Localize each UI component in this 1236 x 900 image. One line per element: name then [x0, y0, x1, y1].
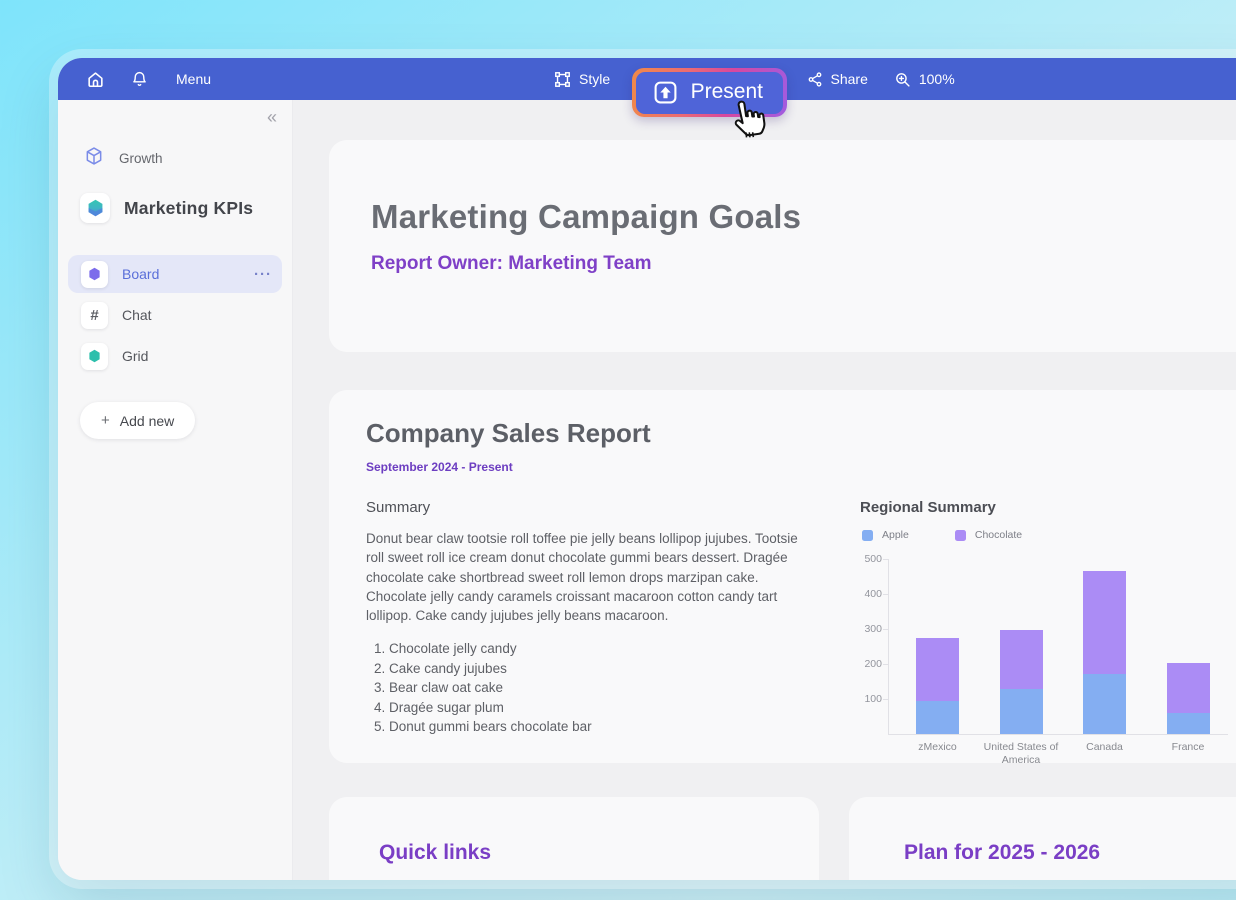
style-label: Style — [579, 71, 611, 87]
summary-list-item: Bear claw oat cake — [389, 680, 798, 695]
sidebar-item-chat[interactable]: # Chat — [68, 296, 282, 334]
y-axis-tick-label: 500 — [864, 553, 882, 565]
x-axis-category-label: United States of America — [983, 741, 1059, 767]
add-new-button[interactable]: + Add new — [80, 402, 196, 439]
y-axis-tick-mark — [883, 663, 889, 665]
share-icon — [807, 71, 823, 88]
top-bar: Menu Style — [58, 58, 1236, 117]
board-hexagon-icon — [81, 260, 108, 288]
x-axis-category-label: France — [1171, 741, 1205, 753]
summary-list-item: Chocolate jelly candy — [389, 641, 798, 656]
y-axis-tick-label: 100 — [864, 693, 882, 705]
sidebar-nav: Board ··· # Chat Grid — [58, 255, 292, 375]
plan-card[interactable]: Plan for 2025 - 2026 — [849, 797, 1236, 880]
bar-segment-apple — [1083, 673, 1126, 734]
menu-button[interactable]: Menu — [176, 71, 212, 87]
sidebar-item-label: Board — [122, 266, 160, 282]
doc-hexagon-icon — [80, 193, 110, 223]
x-axis-category-label: Canada — [1086, 741, 1123, 753]
y-axis-tick-label: 400 — [864, 588, 882, 600]
notifications-bell-icon[interactable] — [131, 70, 148, 88]
hero-card[interactable]: Marketing Campaign Goals Report Owner: M… — [329, 140, 1236, 352]
sidebar-item-board[interactable]: Board ··· — [68, 255, 282, 293]
plan-title: Plan for 2025 - 2026 — [904, 841, 1101, 864]
legend-label: Chocolate — [974, 529, 1023, 541]
board-more-options-icon[interactable]: ··· — [254, 265, 272, 283]
quick-links-title: Quick links — [379, 841, 492, 864]
board-canvas: Marketing Campaign Goals Report Owner: M… — [294, 100, 1236, 880]
summary-paragraph: Donut bear claw tootsie roll toffee pie … — [366, 531, 798, 624]
zoom-level: 100% — [918, 71, 955, 87]
sidebar-item-label: Grid — [122, 348, 149, 364]
sidebar-doc-title[interactable]: Marketing KPIs — [80, 193, 292, 223]
y-axis-tick-mark — [883, 558, 889, 560]
present-label: Present — [690, 80, 763, 103]
chart-legend: Apple Chocolate — [862, 529, 1236, 541]
y-axis-tick-mark — [883, 593, 889, 595]
grid-hexagon-icon — [81, 342, 108, 370]
doc-title-label: Marketing KPIs — [124, 197, 254, 218]
bar-segment-chocolate — [1083, 571, 1126, 674]
bar-segment-chocolate — [999, 630, 1043, 689]
bar-segment-chocolate — [916, 637, 959, 701]
home-icon[interactable] — [86, 70, 105, 89]
present-button[interactable]: Present — [635, 71, 783, 114]
zoom-magnifier-icon — [894, 71, 911, 88]
style-frame-icon — [554, 71, 571, 88]
report-title: Company Sales Report — [366, 418, 651, 448]
present-button-highlight: Present — [632, 68, 787, 117]
sidebar-workspace-growth[interactable]: Growth — [84, 146, 292, 171]
page-title: Marketing Campaign Goals — [371, 198, 802, 235]
sidebar-item-label: Chat — [122, 307, 152, 323]
present-icon — [653, 80, 678, 105]
topbar-center-controls: Style Present — [554, 58, 955, 117]
quick-links-card[interactable]: Quick links — [329, 797, 819, 880]
legend-label: Apple — [882, 529, 909, 541]
chart-plot: 100 200 300 400 500 zMexico United States of A… — [864, 553, 1228, 766]
y-axis-tick-label: 200 — [864, 658, 882, 670]
workspace-label: Growth — [119, 151, 163, 166]
chat-hash-icon: # — [81, 301, 108, 329]
share-button[interactable]: Share — [807, 58, 868, 100]
bar-segment-apple — [1166, 713, 1210, 734]
summary-heading: Summary — [366, 499, 431, 516]
zoom-control[interactable]: 100% — [894, 58, 955, 100]
x-axis-category-label: zMexico — [918, 741, 957, 753]
y-axis-tick-mark — [883, 698, 889, 700]
legend-swatch — [954, 529, 966, 541]
sales-report-card[interactable]: Company Sales Report September 2024 - Pr… — [329, 390, 1236, 766]
chart-title: Regional Summary — [860, 499, 996, 516]
legend-item-chocolate[interactable]: Chocolate — [954, 529, 1023, 541]
legend-item-apple[interactable]: Apple — [862, 529, 909, 541]
plus-icon: + — [101, 412, 110, 429]
report-date-range: September 2024 - Present — [366, 460, 513, 474]
sidebar-item-grid[interactable]: Grid — [68, 337, 282, 375]
cube-icon — [84, 146, 104, 171]
bar-segment-apple — [916, 700, 959, 734]
summary-list-item: Cake candy jujubes — [389, 661, 798, 676]
summary-column: Summary Donut bear claw tootsie roll tof… — [366, 499, 798, 764]
chart-area: 100 200 300 400 500 zMexico United States of A… — [860, 553, 1236, 766]
legend-swatch — [862, 529, 873, 541]
bar-segment-chocolate — [1166, 662, 1210, 713]
add-new-label: Add new — [119, 412, 175, 429]
bar-segment-apple — [999, 688, 1043, 734]
sidebar-collapse-icon[interactable]: « — [266, 107, 277, 127]
summary-list-item: Dragée sugar plum — [389, 700, 798, 715]
chart-column: Regional Summary Apple Chocolate 100 200 30… — [860, 499, 1236, 766]
share-label: Share — [830, 71, 868, 87]
summary-list-item: Donut gummi bears chocolate bar — [389, 719, 798, 734]
y-axis-tick-mark — [883, 628, 889, 630]
style-button[interactable]: Style — [554, 58, 610, 100]
summary-list: Chocolate jelly candy Cake candy jujubes B… — [366, 641, 798, 734]
y-axis-tick-label: 300 — [864, 623, 882, 635]
report-owner-subtitle: Report Owner: Marketing Team — [371, 253, 652, 274]
app-window: Menu Style — [58, 58, 1236, 880]
report-columns: Summary Donut bear claw tootsie roll tof… — [366, 499, 1236, 766]
sidebar: « Growth — [58, 100, 293, 880]
